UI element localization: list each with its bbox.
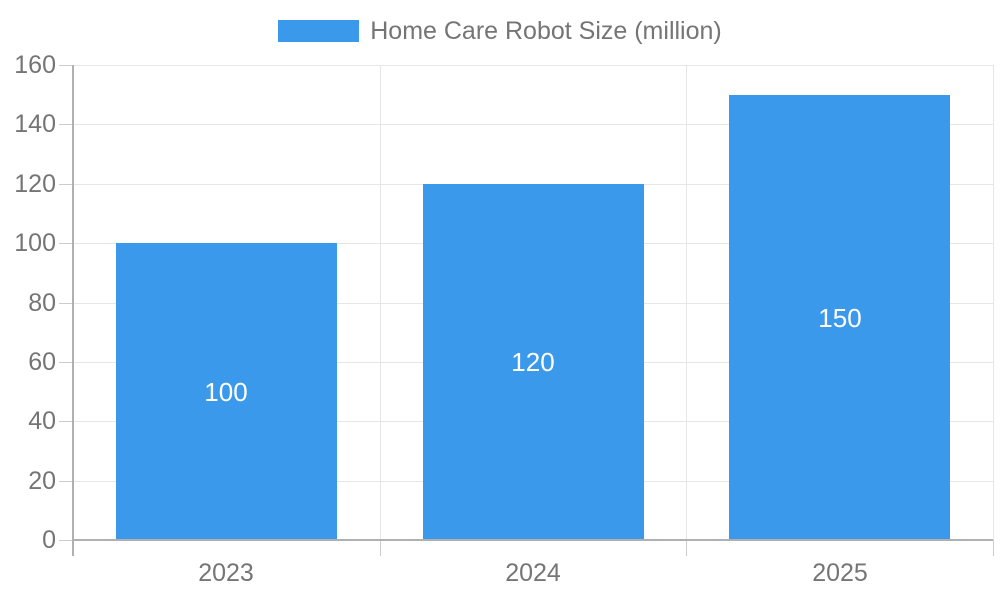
y-axis-tick: [59, 540, 73, 541]
y-tick-label: 60: [28, 348, 56, 376]
y-axis-tick: [59, 362, 73, 363]
y-tick-label: 120: [14, 170, 56, 198]
y-axis-tick: [59, 421, 73, 422]
y-axis-line: [72, 65, 74, 556]
y-axis-tick: [59, 65, 73, 66]
bar: [423, 184, 644, 539]
x-axis-tick: [380, 540, 381, 556]
x-axis-tick: [993, 540, 994, 556]
y-axis-tick: [59, 243, 73, 244]
bar-value-label: 100: [204, 377, 248, 407]
y-tick-label: 40: [28, 407, 56, 435]
x-tick-label: 2023: [198, 559, 254, 587]
x-axis-tick: [686, 540, 687, 556]
category-boundary-gridline: [380, 65, 381, 540]
y-gridline: [73, 65, 993, 66]
y-axis-tick: [59, 124, 73, 125]
legend-swatch: [278, 20, 360, 42]
category-boundary-gridline: [993, 65, 994, 540]
bar-value-label: 150: [818, 303, 862, 333]
y-tick-label: 20: [28, 467, 56, 495]
x-axis-line: [73, 539, 993, 541]
x-tick-label: 2024: [505, 559, 561, 587]
chart-legend: Home Care Robot Size (million): [0, 17, 1000, 45]
y-tick-label: 0: [42, 526, 56, 554]
x-tick-label: 2025: [812, 559, 868, 587]
y-tick-label: 160: [14, 51, 56, 79]
y-axis-tick: [59, 303, 73, 304]
y-tick-label: 100: [14, 229, 56, 257]
category-boundary-gridline: [686, 65, 687, 540]
bar-value-label: 120: [511, 347, 555, 377]
legend-series-label: Home Care Robot Size (million): [370, 16, 722, 45]
y-gridline: [73, 124, 993, 125]
y-axis-tick: [59, 184, 73, 185]
bar: [729, 95, 950, 539]
bar: [116, 243, 337, 539]
y-tick-label: 140: [14, 110, 56, 138]
y-axis-tick: [59, 481, 73, 482]
y-tick-label: 80: [28, 289, 56, 317]
